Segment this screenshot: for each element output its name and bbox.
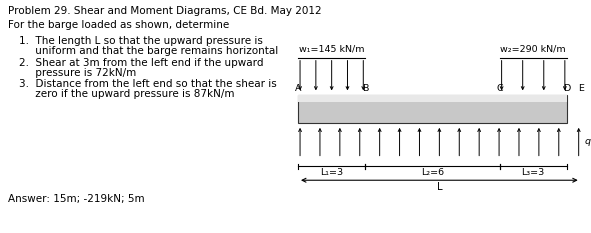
Text: uniform and that the barge remains horizontal: uniform and that the barge remains horiz… <box>20 46 279 56</box>
Text: L₁=3: L₁=3 <box>320 168 343 177</box>
Text: C: C <box>496 84 503 93</box>
Text: D: D <box>563 84 570 93</box>
Text: zero if the upward pressure is 87kN/m: zero if the upward pressure is 87kN/m <box>20 89 235 99</box>
Text: q: q <box>584 137 590 146</box>
Text: pressure is 72kN/m: pressure is 72kN/m <box>20 68 137 78</box>
Text: Answer: 15m; -219kN; 5m: Answer: 15m; -219kN; 5m <box>8 194 144 204</box>
Text: 1.  The length L so that the upward pressure is: 1. The length L so that the upward press… <box>20 36 264 46</box>
Bar <box>298 95 567 123</box>
Text: E: E <box>578 84 583 93</box>
Text: For the barge loaded as shown, determine: For the barge loaded as shown, determine <box>8 20 229 30</box>
Text: L: L <box>437 182 442 192</box>
Text: L₃=3: L₃=3 <box>522 168 545 177</box>
Text: L₂=6: L₂=6 <box>421 168 444 177</box>
Bar <box>298 95 567 102</box>
Text: B: B <box>362 84 368 93</box>
Text: w₂=290 kN/m: w₂=290 kN/m <box>501 45 566 54</box>
Text: A: A <box>295 84 301 93</box>
Text: Problem 29. Shear and Moment Diagrams, CE Bd. May 2012: Problem 29. Shear and Moment Diagrams, C… <box>8 6 321 16</box>
Text: 3.  Distance from the left end so that the shear is: 3. Distance from the left end so that th… <box>20 79 277 89</box>
Text: 2.  Shear at 3m from the left end if the upward: 2. Shear at 3m from the left end if the … <box>20 58 264 68</box>
Text: w₁=145 kN/m: w₁=145 kN/m <box>299 45 365 54</box>
